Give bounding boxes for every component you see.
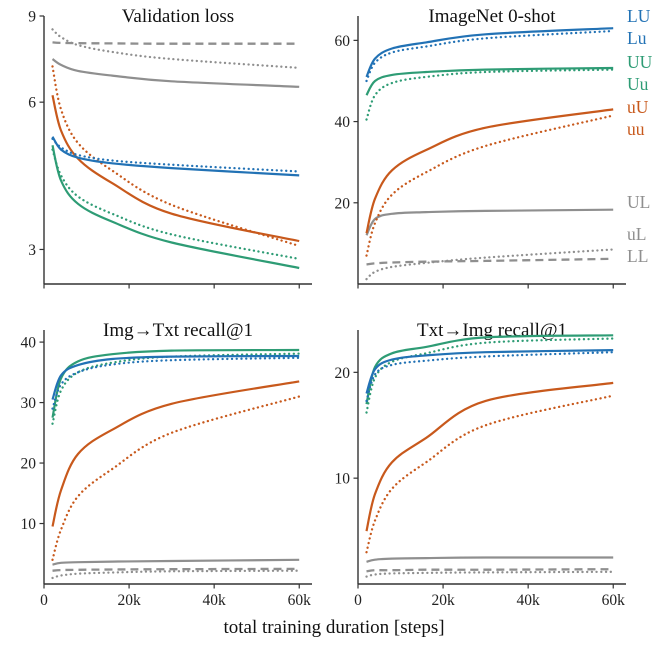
x-tick-label: 40k [203,592,227,609]
series-uu [365,114,615,257]
series-LL [366,257,614,266]
series-uu [365,394,615,554]
legend-item-Uu: Uu [627,74,649,94]
legend-item-uL: uL [627,224,647,244]
series-UL [52,558,300,566]
legend-item-Lu: Lu [627,28,647,48]
y-tick-label: 30 [21,395,37,412]
series-LL [52,567,300,572]
series-UU [365,66,614,96]
x-tick-label: 60k [602,592,626,609]
x-axis-label: total training duration [steps] [223,617,445,638]
series-uu [51,395,301,561]
series-uU [365,381,614,532]
y-tick-label: 9 [28,9,36,26]
series-uu [51,65,301,248]
chart-validation-loss: Validation loss 3 6 9 [6,2,318,292]
y-tick-label: 20 [335,195,351,212]
series-UL [366,556,614,563]
series-uL [51,569,301,580]
y-tick-label: 6 [28,95,36,112]
legend-item-uU: uU [627,97,649,117]
series-UL [51,58,300,88]
plot-svg: ImageNet 0-shot 20 40 60 [335,6,626,289]
chart-imagenet-0-shot: ImageNet 0-shot 20 40 60 [320,2,632,292]
y-tick-label: 10 [21,516,37,533]
legend-item-uu: uu [627,119,645,139]
plot-title: Validation loss [122,6,234,27]
series-uL [365,570,615,578]
plot-title: Img→Txt recall@1 [103,320,253,341]
x-tick-label: 0 [40,592,48,609]
legend-item-UL: UL [627,192,651,212]
y-tick-label: 60 [335,33,351,50]
series-Lu [365,351,615,403]
x-tick-label: 0 [354,592,362,609]
series-Uu [51,148,301,261]
series-LU [365,27,614,78]
series-LU [51,136,300,177]
y-tick-label: 40 [335,114,351,131]
legend-item-LU: LU [627,6,651,26]
chart-txt-to-img-recall: Txt→Img recall@1 10 20 0 20k 40k 60k [320,316,632,614]
plot-title: ImageNet 0-shot [428,6,556,27]
series-uU [51,380,300,527]
legend-item-UU: UU [627,52,653,72]
series-Lu [365,29,615,83]
series-UU [51,348,300,418]
series-UL [365,208,614,236]
series-LU [51,354,300,400]
series-uL [51,28,301,70]
series-LU [365,349,614,394]
y-tick-label: 40 [21,335,37,352]
series-Uu [51,352,301,425]
series-UU [365,334,614,405]
series-LL [52,41,300,45]
series-uL [365,248,615,281]
series-LL [366,568,614,573]
y-tick-label: 10 [335,471,351,488]
legend: LU Lu UU Uu uU uu UL uL LL [627,0,658,280]
series-uU [51,94,300,243]
plot-svg: Img→Txt recall@1 10 20 30 40 0 20k 40k 60k [21,320,312,609]
series-UU [51,144,300,270]
x-tick-label: 20k [117,592,141,609]
y-tick-label: 20 [335,365,351,382]
series-Lu [51,356,301,410]
series-Uu [365,68,615,121]
y-tick-label: 20 [21,456,37,473]
series-uU [365,108,614,234]
legend-item-LL: LL [627,246,649,266]
x-tick-label: 60k [288,592,312,609]
plot-svg: Validation loss 3 6 9 [28,6,312,289]
chart-img-to-txt-recall: Img→Txt recall@1 10 20 30 40 0 20k 40k 60k [6,316,318,614]
y-tick-label: 3 [28,242,36,259]
x-tick-label: 20k [431,592,455,609]
x-tick-label: 40k [517,592,541,609]
